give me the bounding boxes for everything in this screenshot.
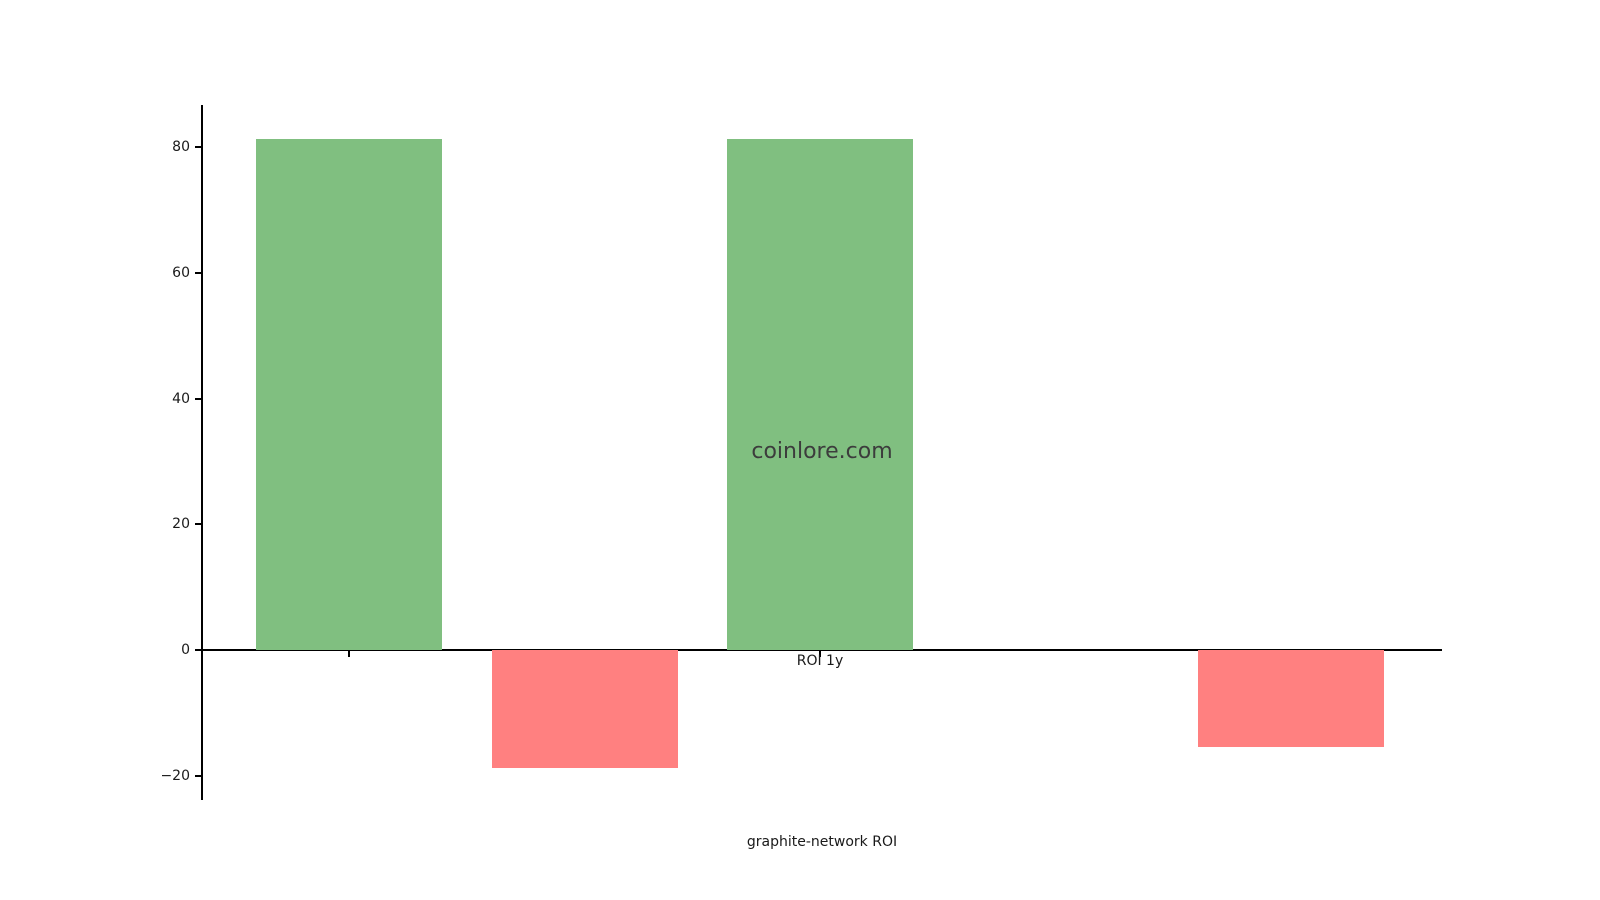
y-tick-label: 80	[172, 139, 190, 155]
y-tick-label: 40	[172, 390, 190, 407]
x-tick	[819, 650, 821, 657]
bar	[491, 650, 678, 769]
y-tick-label: 0	[181, 642, 190, 658]
y-tick-label: 60	[172, 264, 190, 281]
bar	[727, 138, 913, 650]
bar	[1198, 650, 1384, 748]
chart-title: graphite-network ROI	[746, 834, 898, 850]
y-tick	[195, 523, 202, 526]
y-axis-spine	[201, 105, 203, 800]
y-tick-label: −20	[160, 767, 190, 784]
y-tick	[195, 774, 202, 777]
y-tick	[195, 271, 202, 274]
y-tick	[195, 397, 202, 400]
x-tick	[348, 650, 350, 657]
watermark-text: coinlore.com	[751, 439, 893, 464]
y-tick	[195, 649, 202, 651]
bar	[256, 138, 442, 650]
x-tick-label: ROI 1y	[796, 653, 844, 669]
y-tick	[195, 146, 202, 148]
x-axis-zero-line	[202, 649, 1442, 651]
y-tick-label: 20	[172, 516, 190, 533]
